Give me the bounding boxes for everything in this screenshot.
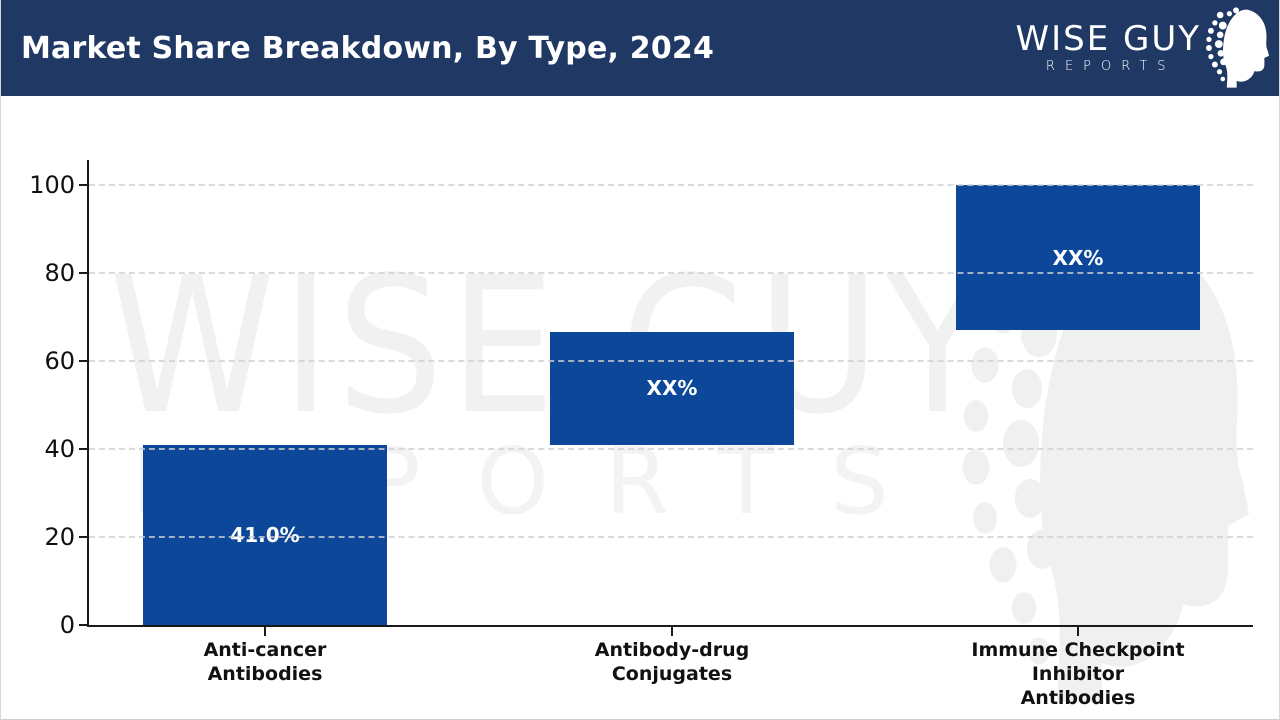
page-title: Market Share Breakdown, By Type, 2024: [21, 30, 715, 66]
category-label-antibody-drug: Antibody-drug Conjugates: [594, 639, 750, 685]
y-axis-line: [87, 160, 89, 627]
gridline: [89, 536, 1253, 538]
x-tick-mark: [1077, 627, 1079, 636]
gridline: [89, 360, 1253, 362]
bar-antibody-drug-conjugates: XX%: [550, 332, 794, 445]
category-label-immune-checkpoint: Immune Checkpoint Inhibitor Antibodies: [971, 639, 1185, 709]
header-bar: Market Share Breakdown, By Type, 2024 WI…: [1, 0, 1279, 96]
logo-text: WISE GUY REPORTS: [1015, 22, 1201, 74]
x-axis-line: [87, 625, 1253, 627]
logo-subtitle: REPORTS: [1045, 59, 1176, 74]
y-tick-mark: [79, 624, 87, 626]
category-label-anti-cancer: Anti-cancer Antibodies: [203, 639, 327, 685]
y-tick-mark: [79, 272, 87, 274]
y-tick-label: 0: [59, 611, 75, 639]
y-tick-mark: [79, 448, 87, 450]
x-tick-mark: [264, 627, 266, 636]
y-tick-label: 40: [44, 435, 75, 463]
logo-face-icon: [1205, 7, 1269, 88]
bar-value-label: XX%: [646, 376, 698, 401]
y-tick-mark: [79, 360, 87, 362]
bar-value-label: 41.0%: [230, 522, 300, 547]
gridline: [89, 448, 1253, 450]
wiseguy-logo: WISE GUY REPORTS: [1015, 6, 1269, 90]
y-tick-label: 20: [44, 523, 75, 551]
bar-value-label: XX%: [1052, 245, 1104, 270]
watermark-face-icon: [962, 232, 1249, 702]
y-tick-mark: [79, 184, 87, 186]
y-tick-label: 100: [29, 171, 75, 199]
y-tick-label: 60: [44, 347, 75, 375]
gridline: [89, 272, 1253, 274]
bar-immune-checkpoint-inhibitor-antibodies: XX%: [956, 185, 1200, 331]
y-tick-mark: [79, 536, 87, 538]
x-tick-mark: [671, 627, 673, 636]
watermark-wordmark: WISE GUY: [109, 236, 995, 456]
gridline: [89, 184, 1253, 186]
bar-anti-cancer-antibodies: 41.0%: [143, 444, 387, 625]
logo-wordmark: WISE GUY: [1015, 19, 1201, 59]
y-tick-label: 80: [44, 259, 75, 287]
